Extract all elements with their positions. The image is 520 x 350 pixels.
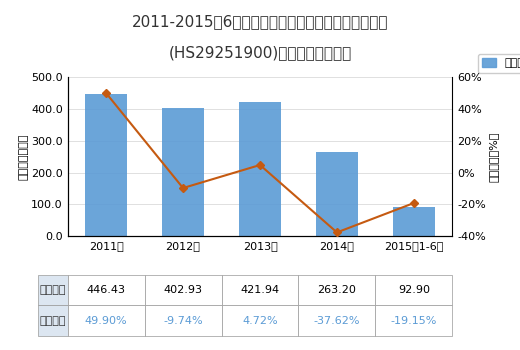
Y-axis label: 同比增速（%）: 同比增速（%）	[489, 131, 499, 182]
Bar	[239, 102, 281, 236]
Bar	[316, 152, 358, 236]
Bar	[393, 206, 435, 236]
Y-axis label: 进口数量（吨）: 进口数量（吨）	[18, 133, 28, 180]
Bar	[162, 108, 204, 236]
Bar	[85, 94, 127, 236]
Text: (HS29251900)进口量及增速统计: (HS29251900)进口量及增速统计	[168, 46, 352, 61]
Legend: 进口数量, 同比增长: 进口数量, 同比增长	[478, 54, 520, 73]
Text: 2011-2015年6月其他酰亚胺及其衍生物以及它们的盐: 2011-2015年6月其他酰亚胺及其衍生物以及它们的盐	[132, 14, 388, 29]
